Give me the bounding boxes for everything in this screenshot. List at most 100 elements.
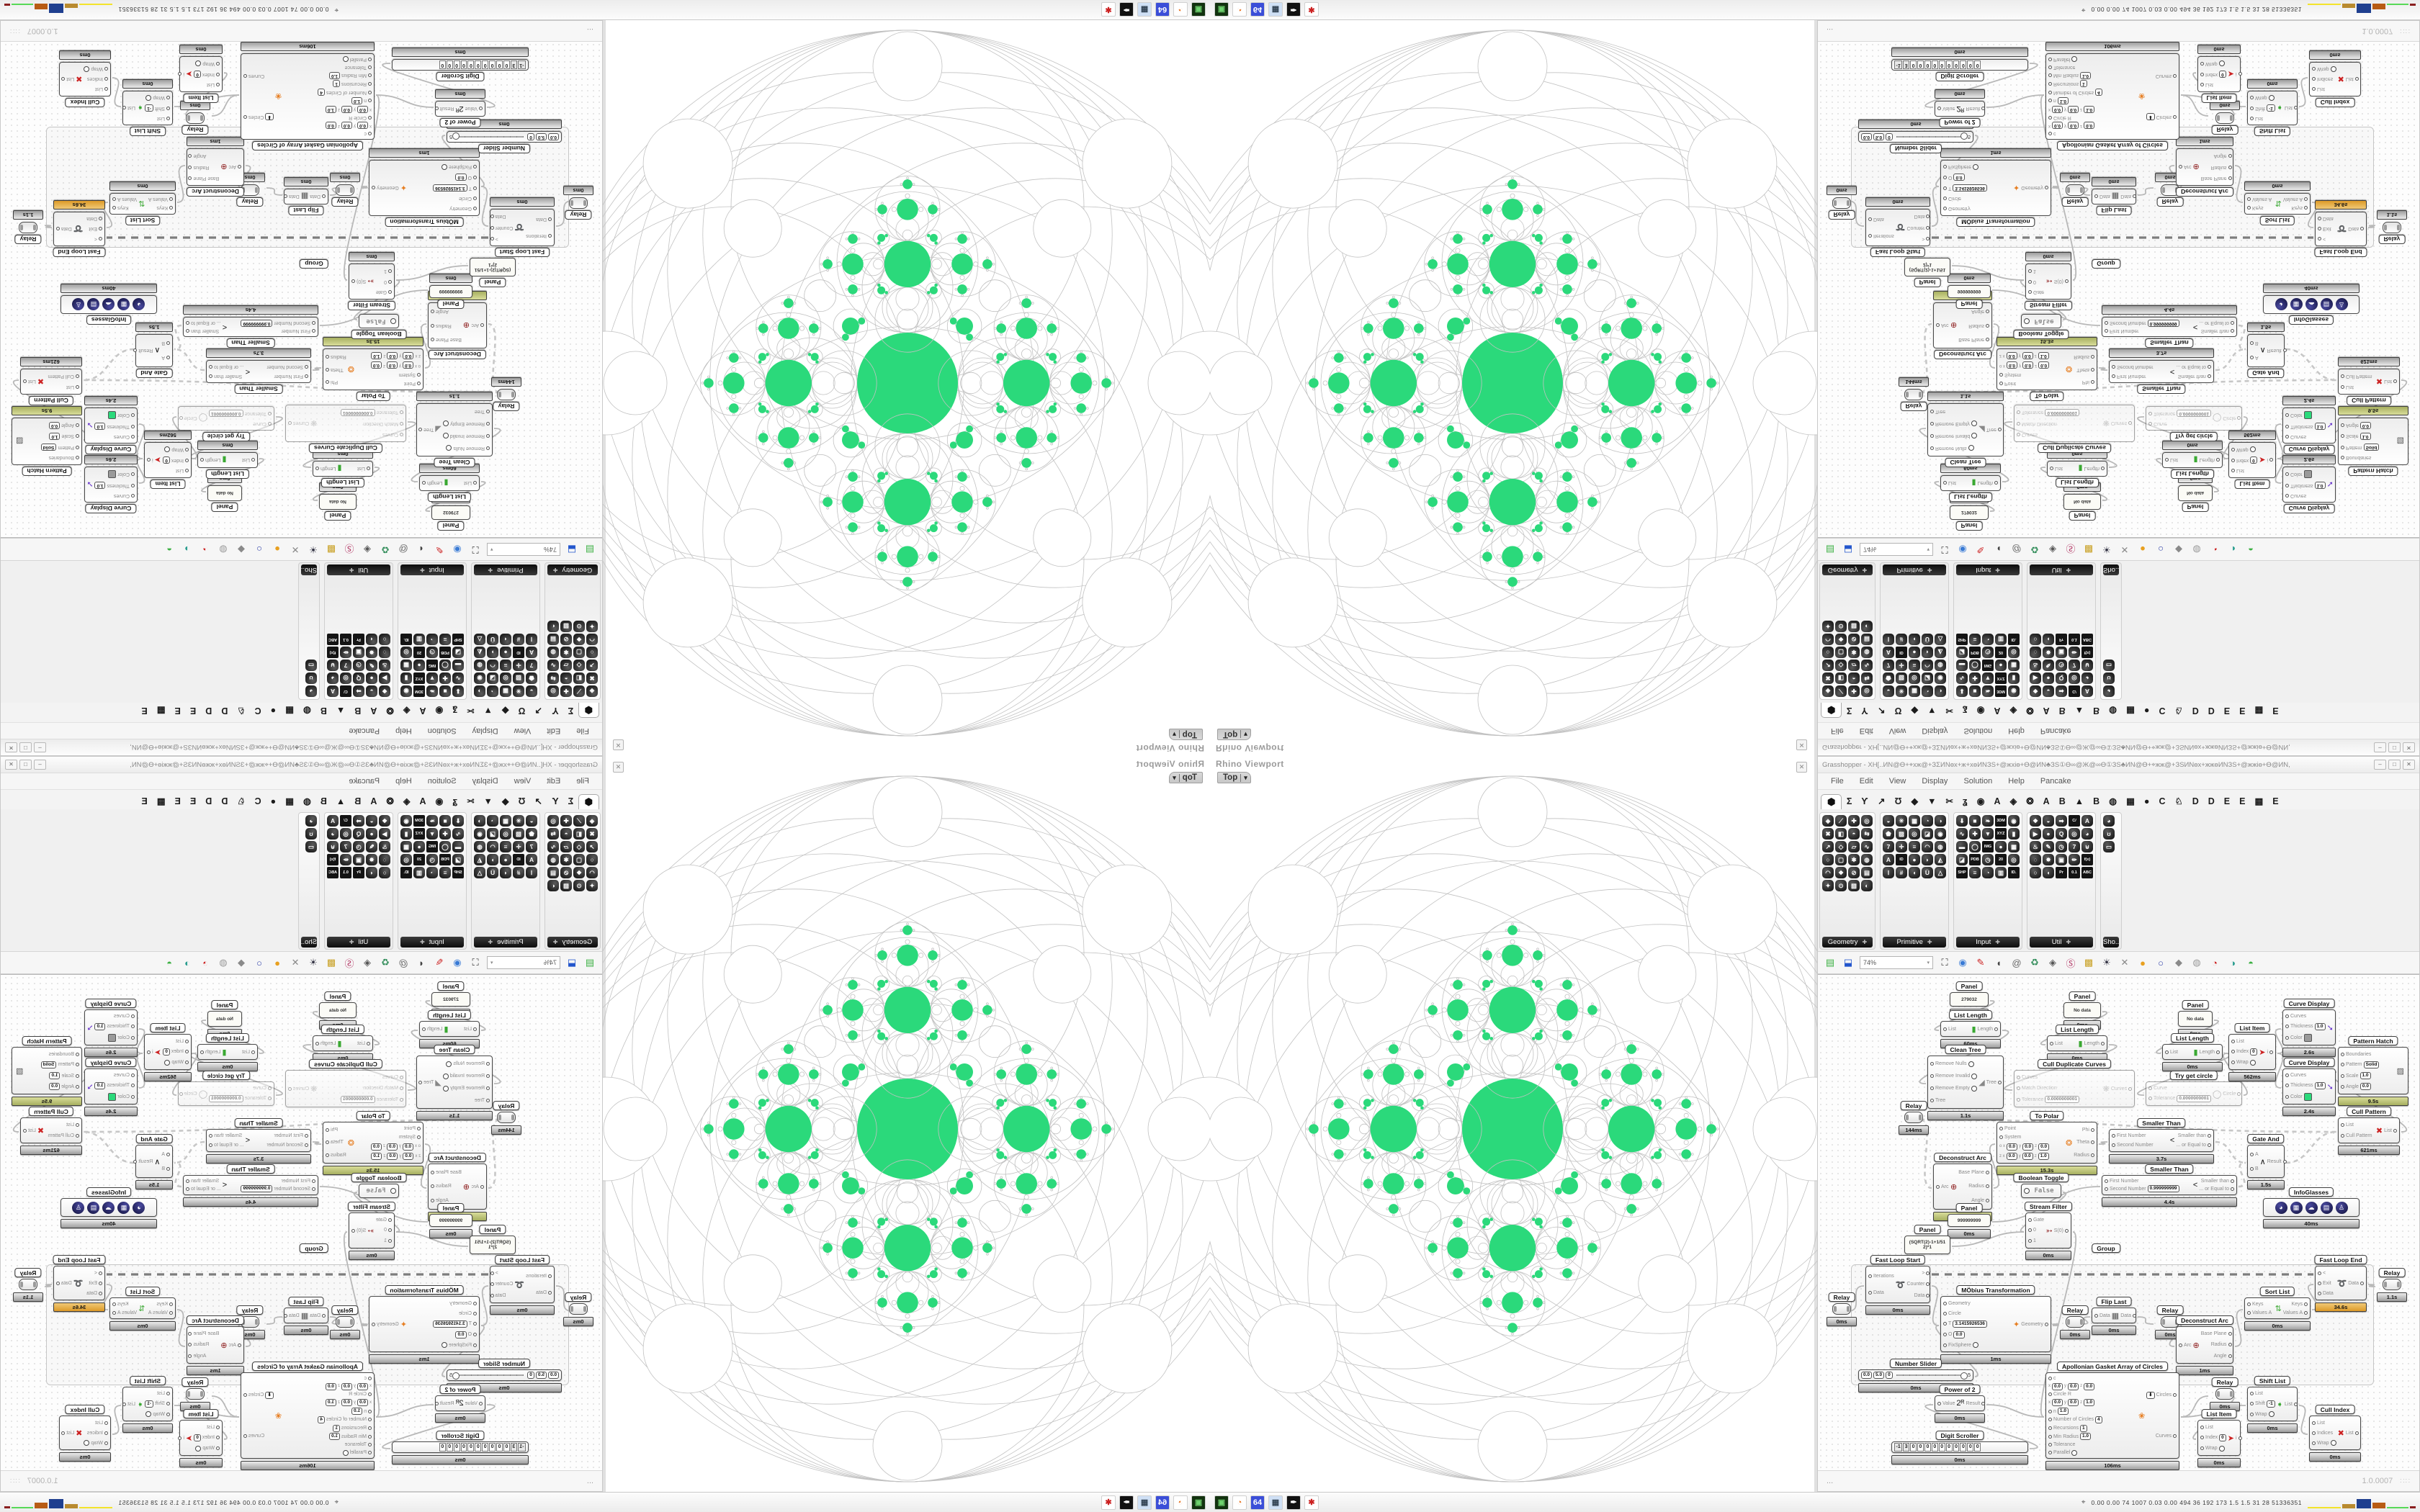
toolbar-icon[interactable]: ◔	[2212, 544, 2218, 555]
category-tab-24[interactable]: E	[2239, 796, 2246, 806]
category-tab-6[interactable]: ✂	[466, 796, 475, 806]
gh-node-stream-filter[interactable]: Stream Filter Gate 0 1 ➳ S(0) 0ms	[348, 1202, 395, 1260]
node-input-port[interactable]: Tree	[1930, 1097, 1977, 1104]
ribbon-icon[interactable]: ◧	[1835, 672, 1847, 684]
gh-node-fast-loop-end[interactable]: Fast Loop End < Exit Data ➰ Data 34.6s	[2314, 1255, 2367, 1312]
category-tab-5[interactable]: ▼	[1927, 796, 1937, 806]
ribbon-icon[interactable]: ◓	[560, 672, 572, 684]
info-icon[interactable]: ♙	[2335, 1201, 2348, 1214]
gh-node-m-bius-transformation[interactable]: MÖbius Transformation Geometry Circle T 3.14…	[1940, 148, 2051, 227]
node-output-port[interactable]: Curves	[2156, 73, 2177, 79]
category-tab-9[interactable]: A	[1994, 706, 2001, 716]
ribbon-icon[interactable]: A	[1883, 647, 1894, 658]
node-input-port[interactable]: Gate	[375, 289, 392, 295]
tab-params-selected[interactable]: ⬢	[1821, 794, 1842, 809]
category-tab-9[interactable]: A	[419, 706, 426, 716]
ribbon-icon[interactable]: ▦	[1909, 815, 1920, 827]
gh-node-pattern-hatch[interactable]: Pattern Hatch Boundaries Pattern Solid Scale…	[12, 406, 82, 476]
ribbon-icon[interactable]: ◍	[1861, 854, 1873, 865]
toolbar-icon[interactable]: ✕	[291, 544, 300, 555]
gh-node-list-length[interactable]: List Length List ▮ Length 0ms	[2162, 441, 2223, 479]
node-input-port[interactable]: c	[2048, 1375, 2137, 1382]
window-button[interactable]: –	[34, 742, 46, 752]
gh-node-flip-last[interactable]: Flip Last Data ▦ Data 0ms	[284, 1297, 328, 1335]
node-input-port[interactable]: Pattern Solid	[24, 444, 79, 451]
ribbon-group-label[interactable]: Sho..	[2103, 564, 2120, 575]
toolbar-icon[interactable]: ◑	[184, 957, 190, 968]
gh-node-smaller-than[interactable]: Smaller Than First Number Second Number 0.9…	[2102, 305, 2237, 348]
ribbon-icon[interactable]: ✱	[1848, 854, 1860, 865]
category-tab-2[interactable]: ↗	[1878, 796, 1886, 806]
ribbon-icon[interactable]: ◇	[573, 660, 585, 671]
ribbon-icon[interactable]: ❖	[573, 867, 585, 878]
node-output-port[interactable]: Result	[1966, 1400, 1986, 1407]
toolbar-icon[interactable]: ●	[2140, 957, 2146, 968]
ribbon-icon[interactable]: ▦	[500, 685, 511, 697]
gh-node-pattern-hatch[interactable]: Pattern Hatch Boundaries Pattern Solid Scale…	[2338, 1036, 2408, 1106]
ribbon-icon[interactable]: ▣	[353, 854, 364, 865]
node-output-port[interactable]: Length	[2084, 1040, 2105, 1047]
node-output-port[interactable]: Tree	[1986, 1079, 2002, 1086]
gh-node-relay[interactable]: Relay 0ms	[1827, 186, 1857, 220]
menu-item-edit[interactable]: Edit	[547, 726, 561, 735]
node-output-port[interactable]: List	[61, 76, 74, 83]
ribbon-group-label[interactable]: Geometry ✚	[547, 937, 598, 948]
ribbon-icon[interactable]: ✸	[366, 647, 377, 658]
gh-node-to-polar[interactable]: To Polar Point System o x 0.0 y 0.0 z 0.0 z x 0.0 y…	[1996, 337, 2097, 401]
grasshopper-titlebar[interactable]: Grasshopper - XH[..ИN@Ө+⌖хж@+ЗΣИNөх+ж+хө…	[1, 739, 602, 755]
ribbon-icon[interactable]: ◪	[487, 828, 498, 840]
node-output-port[interactable]: Phi	[326, 1127, 338, 1133]
node-input-port[interactable]: Circle	[408, 1310, 477, 1317]
node-input-port[interactable]: Second Number	[2112, 1142, 2169, 1148]
ribbon-icon[interactable]: ■	[1969, 685, 1981, 697]
ribbon-icon[interactable]: ✳	[513, 815, 524, 827]
node-input-port[interactable]: Data	[2318, 216, 2336, 222]
toolbar-icon[interactable]: ♻	[381, 544, 390, 555]
gh-node-relay[interactable]: Relay 0ms	[2210, 1377, 2240, 1411]
ribbon-icon[interactable]: ◎	[547, 815, 559, 827]
toolbar-icon[interactable]: ☀	[309, 957, 318, 968]
node-input-port[interactable]: Match Direction	[2017, 420, 2102, 427]
node-input-port[interactable]: First Number	[2105, 1178, 2192, 1184]
ribbon-icon[interactable]: ✚	[1848, 685, 1860, 697]
node-input-port[interactable]: Parallel	[2048, 1449, 2137, 1456]
gh-node-panel[interactable]: Panel (SQRT(2)-1+1/512)*1	[470, 258, 516, 287]
node-input-port[interactable]: Iterations	[526, 1273, 552, 1279]
viewport-close-button[interactable]: ✕	[1796, 762, 1807, 773]
ribbon-icon[interactable]: ∿	[547, 660, 559, 671]
ribbon-icon[interactable]: ◠	[1822, 634, 1834, 645]
toolbar-icon[interactable]: ○	[2158, 544, 2164, 555]
node-output-port[interactable]: Smaller than	[2201, 328, 2234, 334]
node-input-port[interactable]: Tolerance 0.0000000001	[2017, 1096, 2102, 1103]
node-output-port[interactable]: Base Plane	[188, 175, 219, 181]
ribbon-icon[interactable]: Ⅰ	[526, 634, 537, 645]
node-output-port[interactable]: Radius	[2074, 354, 2094, 360]
ribbon-icon[interactable]: ▬	[1956, 660, 1968, 671]
ribbon-icon[interactable]: ▧	[560, 880, 572, 891]
node-input-port[interactable]: T 3.1415926536	[408, 184, 477, 192]
ribbon-icon[interactable]: ◓	[1848, 672, 1860, 684]
node-input-port[interactable]: Remove Nulls	[443, 445, 490, 451]
toolbar-icon[interactable]: ◍	[2192, 957, 2201, 968]
ribbon-icon[interactable]: ◔	[487, 685, 498, 697]
node-output-port[interactable]: Curves	[288, 420, 309, 427]
ribbon-icon[interactable]: ◕	[305, 815, 317, 827]
node-input-port[interactable]: B	[2250, 341, 2259, 347]
ribbon-group-label[interactable]: Geometry ✚	[1822, 564, 1873, 575]
ribbon-icon[interactable]: ◷	[426, 647, 438, 658]
zoom-level-input[interactable]: 74% ▾	[487, 956, 560, 969]
node-output-port[interactable]: Radius	[326, 354, 346, 360]
gh-node-relay[interactable]: Relay 0ms	[2210, 101, 2240, 135]
ribbon-group-label[interactable]: Util ✚	[327, 564, 390, 575]
ribbon-icon[interactable]: ◌	[379, 647, 390, 658]
ribbon-icon[interactable]: XYZ	[1995, 672, 2007, 684]
node-input-port[interactable]: List	[2165, 1049, 2192, 1056]
gh-node-relay[interactable]: Relay 144ms	[1899, 1101, 1929, 1135]
node-input-port[interactable]: Recursions 1	[2048, 1424, 2137, 1432]
ribbon-icon[interactable]: Ü	[1922, 867, 1933, 878]
ribbon-icon[interactable]: ⊙	[1835, 621, 1847, 632]
node-input-port[interactable]: Remove Invalid	[442, 433, 490, 439]
node-input-port[interactable]: System	[356, 1134, 421, 1140]
gh-node-curve-display[interactable]: Curve Display Curves Thickness 1.0 Color ➘ 2.6…	[2282, 455, 2336, 513]
ribbon-icon[interactable]: ⊘	[1848, 867, 1860, 878]
